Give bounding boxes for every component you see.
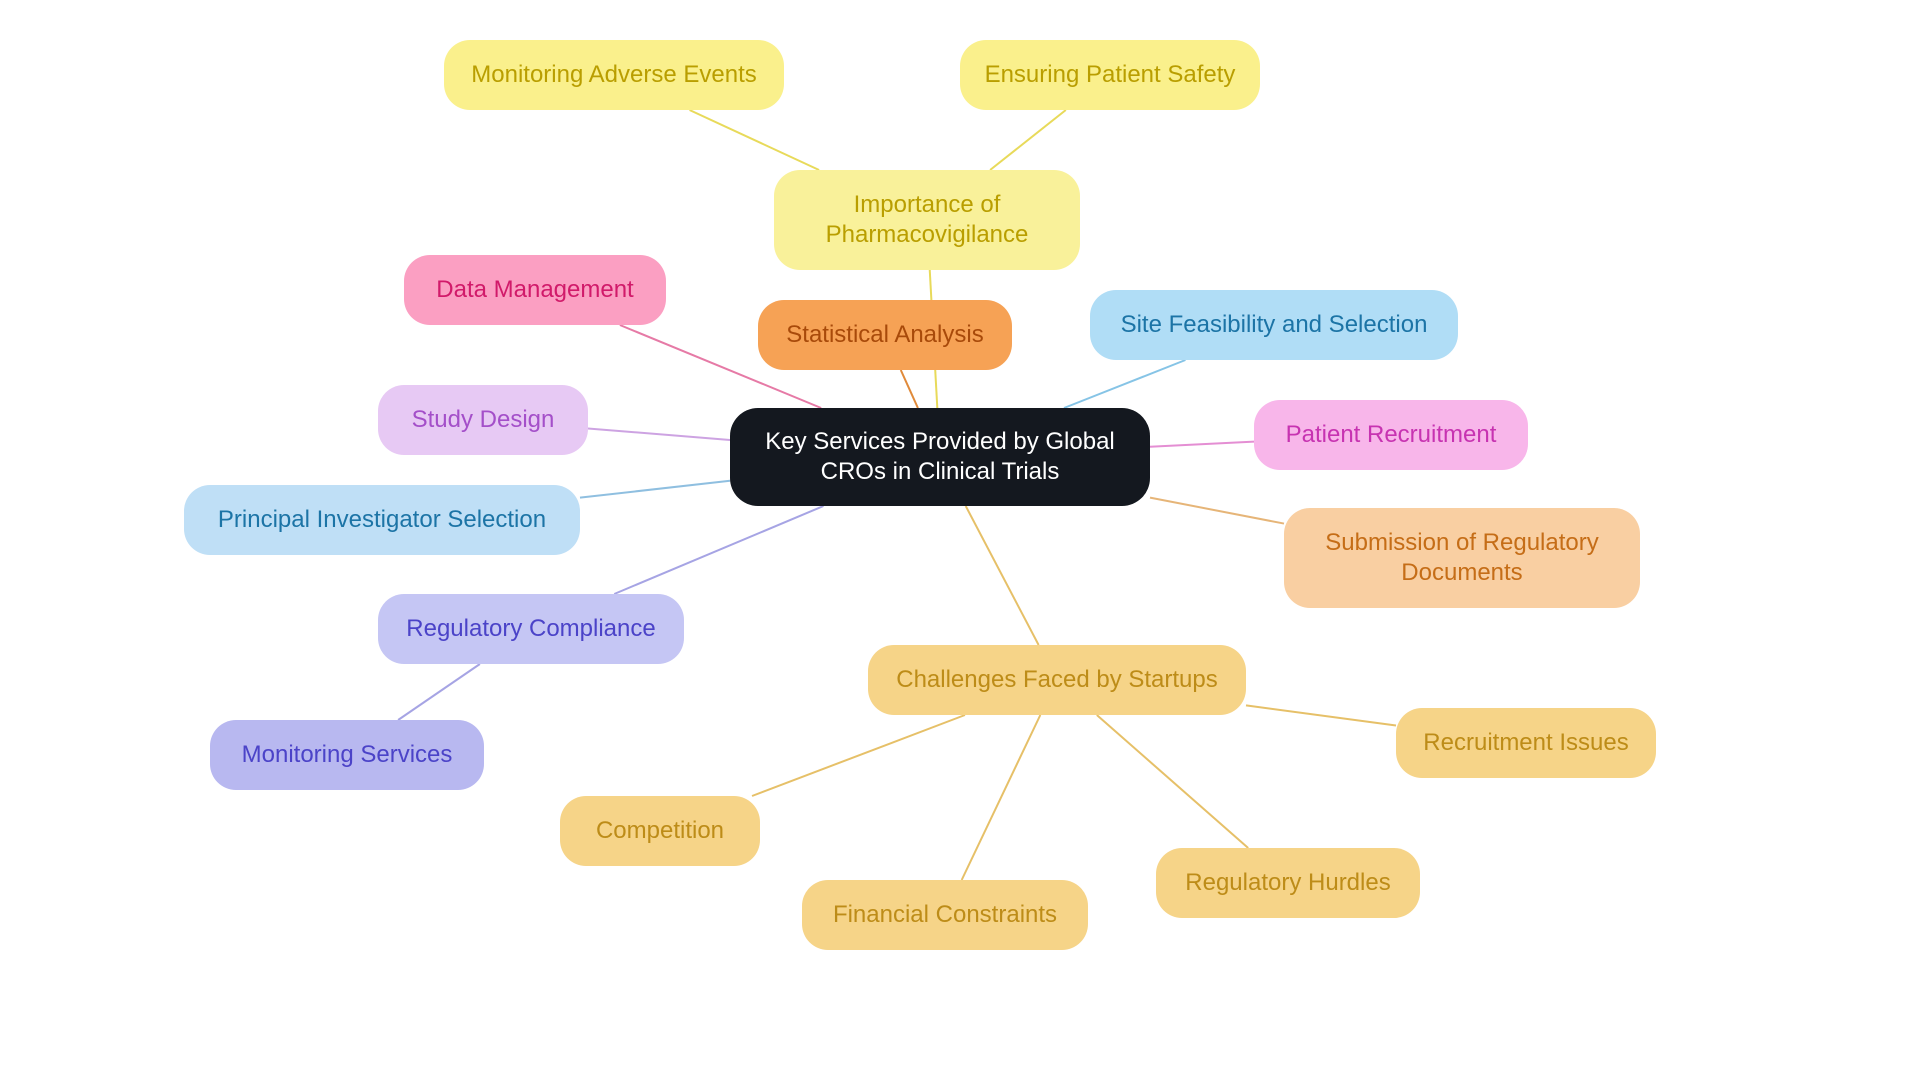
edge-patient-recruitment bbox=[1150, 442, 1254, 447]
node-label: Regulatory Hurdles bbox=[1185, 868, 1390, 898]
node-label: Competition bbox=[596, 816, 724, 846]
node-pharmacovigilance: Importance of Pharmacovigilance bbox=[774, 170, 1080, 270]
node-label: Study Design bbox=[412, 405, 555, 435]
node-reg-compliance: Regulatory Compliance bbox=[378, 594, 684, 664]
edge-site-feasibility bbox=[1064, 360, 1185, 408]
node-competition: Competition bbox=[560, 796, 760, 866]
node-center: Key Services Provided by Global CROs in … bbox=[730, 408, 1150, 506]
edge-pi-selection bbox=[580, 481, 730, 498]
node-challenges: Challenges Faced by Startups bbox=[868, 645, 1246, 715]
edge-study-design bbox=[588, 429, 730, 440]
node-patient-safety: Ensuring Patient Safety bbox=[960, 40, 1260, 110]
edge-recruitment-issues bbox=[1246, 705, 1396, 725]
edge-financial bbox=[962, 715, 1041, 880]
edge-challenges bbox=[966, 506, 1039, 645]
node-label: Challenges Faced by Startups bbox=[896, 665, 1218, 695]
edge-reg-docs bbox=[1150, 498, 1284, 524]
edge-monitoring-adverse bbox=[690, 110, 820, 170]
node-pi-selection: Principal Investigator Selection bbox=[184, 485, 580, 555]
node-data-management: Data Management bbox=[404, 255, 666, 325]
node-site-feasibility: Site Feasibility and Selection bbox=[1090, 290, 1458, 360]
node-label: Key Services Provided by Global CROs in … bbox=[752, 427, 1128, 487]
node-label: Financial Constraints bbox=[833, 900, 1057, 930]
mindmap-canvas: Key Services Provided by Global CROs in … bbox=[0, 0, 1920, 1083]
node-label: Importance of Pharmacovigilance bbox=[796, 190, 1058, 250]
node-reg-hurdles: Regulatory Hurdles bbox=[1156, 848, 1420, 918]
node-label: Principal Investigator Selection bbox=[218, 505, 546, 535]
node-study-design: Study Design bbox=[378, 385, 588, 455]
node-statistical-analysis: Statistical Analysis bbox=[758, 300, 1012, 370]
node-monitoring-adverse: Monitoring Adverse Events bbox=[444, 40, 784, 110]
node-monitoring-services: Monitoring Services bbox=[210, 720, 484, 790]
node-label: Monitoring Adverse Events bbox=[471, 60, 756, 90]
node-label: Site Feasibility and Selection bbox=[1121, 310, 1428, 340]
node-financial: Financial Constraints bbox=[802, 880, 1088, 950]
node-label: Submission of Regulatory Documents bbox=[1306, 528, 1618, 588]
edge-reg-hurdles bbox=[1097, 715, 1248, 848]
edge-monitoring-services bbox=[398, 664, 480, 720]
node-recruitment-issues: Recruitment Issues bbox=[1396, 708, 1656, 778]
node-patient-recruitment: Patient Recruitment bbox=[1254, 400, 1528, 470]
node-label: Monitoring Services bbox=[242, 740, 453, 770]
edge-reg-compliance bbox=[614, 506, 823, 594]
node-label: Ensuring Patient Safety bbox=[985, 60, 1236, 90]
node-reg-docs: Submission of Regulatory Documents bbox=[1284, 508, 1640, 608]
edge-patient-safety bbox=[990, 110, 1066, 170]
node-label: Data Management bbox=[436, 275, 633, 305]
node-label: Patient Recruitment bbox=[1286, 420, 1497, 450]
node-label: Statistical Analysis bbox=[786, 320, 983, 350]
edge-statistical-analysis bbox=[901, 370, 918, 408]
node-label: Recruitment Issues bbox=[1423, 728, 1628, 758]
node-label: Regulatory Compliance bbox=[406, 614, 655, 644]
edge-competition bbox=[752, 715, 965, 796]
